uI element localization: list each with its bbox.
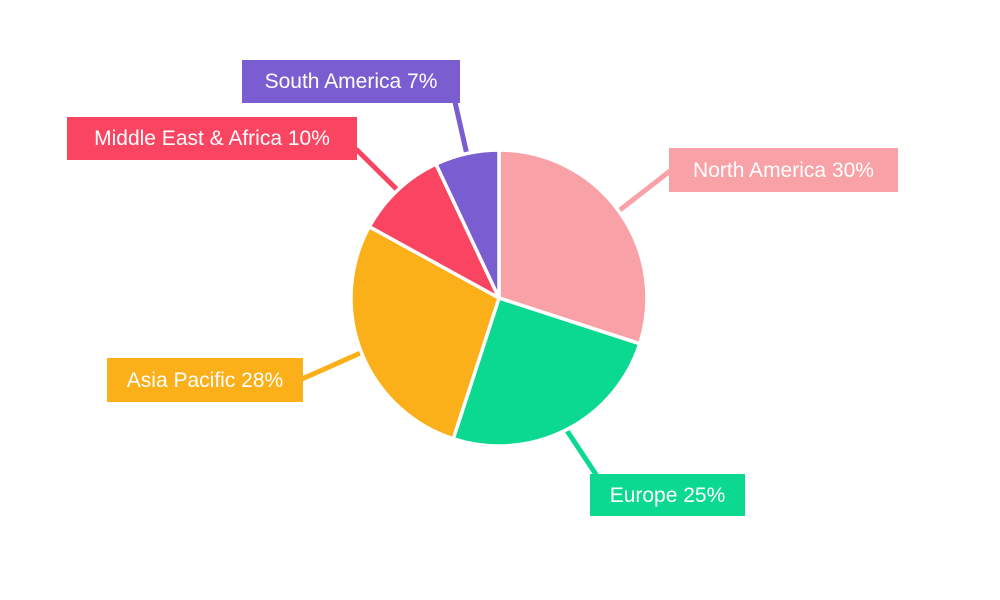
pie-slice-north-america[interactable] [497,148,649,346]
pie-slice-europe[interactable] [451,296,642,448]
leader-line-middle-east-africa [354,147,401,194]
leader-line-europe [563,426,600,478]
pie-slice-asia-pacific[interactable] [349,224,501,441]
leader-line-asia-pacific [300,349,365,382]
leader-line-north-america [615,169,672,215]
pie-slice-middle-east-africa[interactable] [367,162,501,300]
pie-slice-south-america[interactable] [434,148,501,300]
callout-label-middle-east-africa: Middle East & Africa 10% [67,117,357,160]
callout-label-south-america: South America 7% [242,60,460,103]
leader-lines [300,101,672,478]
leader-line-south-america [452,101,470,157]
callout-label-europe: Europe 25% [590,474,745,516]
callout-label-asia-pacific: Asia Pacific 28% [107,358,303,402]
pie-slices [349,148,649,448]
callout-label-north-america: North America 30% [669,148,898,192]
